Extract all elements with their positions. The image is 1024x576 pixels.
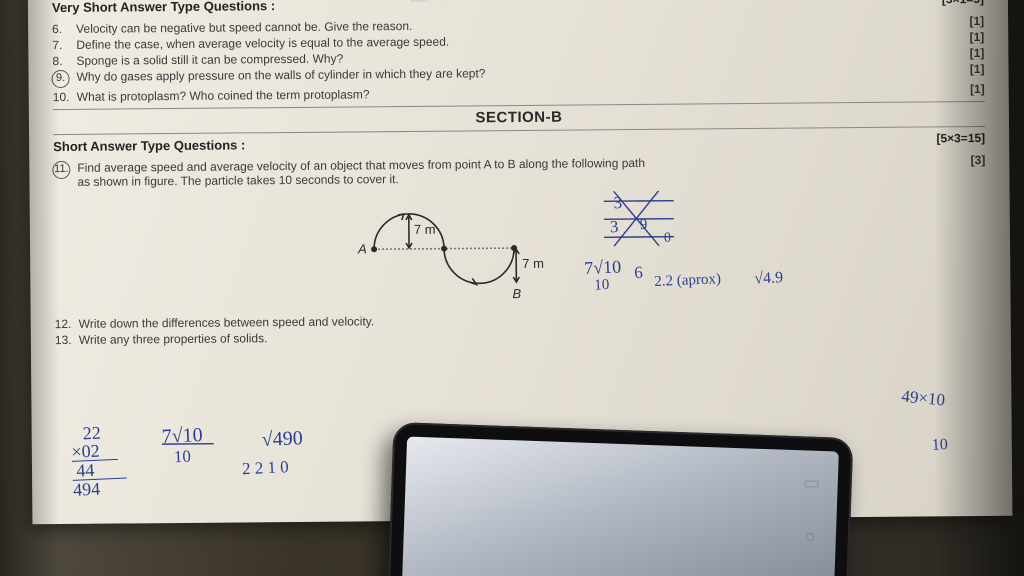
phone-nav-keys: ▭ ○ ◁ (798, 472, 822, 576)
scene: BYJU'S (3) Centromere Chromatin material… (0, 0, 1024, 576)
vsat-scheme: [5×1=5] (942, 0, 984, 6)
qmark: [1] (955, 82, 985, 96)
qnum: 9. (52, 70, 76, 88)
handwriting-column: 22 ×02 44 494 (70, 423, 127, 499)
qmark: [1] (954, 30, 984, 44)
handwriting: 10 (594, 277, 610, 295)
qmark: [1] (954, 46, 984, 60)
circled-num: 9. (51, 70, 69, 88)
qnum: 6. (52, 22, 76, 36)
qnum: 8. (52, 54, 76, 68)
qtext: Find average speed and average velocity … (77, 153, 955, 189)
handwriting: 10 (931, 436, 948, 455)
path-figure: 7 m 7 m A B (344, 188, 575, 310)
qnum: 13. (55, 333, 79, 347)
sat-heading: Short Answer Type Questions : [5×3=15] (53, 131, 985, 154)
hw: 44 (72, 460, 127, 480)
frac-line (162, 443, 222, 446)
sat-heading-text: Short Answer Type Questions : (53, 137, 245, 154)
smartphone: ▭ ○ ◁ (387, 422, 854, 576)
sat-scheme: [5×3=15] (936, 131, 985, 145)
handwriting: 10 (173, 447, 191, 468)
vsat-heading-text: Very Short Answer Type Questions : (52, 0, 275, 15)
qmark: [1] (954, 14, 984, 28)
nav-recent-icon[interactable]: ▭ (801, 472, 822, 493)
vsat-list: 6. Velocity can be negative but speed ca… (52, 13, 985, 105)
handwriting: √490 (261, 427, 303, 452)
handwriting: 2.2 (aprox) (654, 271, 721, 291)
handwriting: 2 2 1 0 (242, 457, 290, 479)
handwriting: 49×10 (901, 386, 946, 410)
strike-lines (604, 190, 725, 261)
figure-area: 7 m 7 m A B 3 3 9 0 7√10 10 6 2.2 (aprox… (54, 184, 987, 312)
handwriting: √4.9 (754, 269, 784, 288)
circled-num: 11. (52, 161, 70, 179)
qnum: 10. (53, 90, 77, 104)
label-7m-right: 7 m (522, 256, 544, 271)
label-7m-top: 7 m (414, 222, 436, 237)
qnum: 12. (55, 317, 79, 331)
label-B: B (512, 286, 521, 301)
hw: 494 (73, 478, 128, 498)
handwriting: 6 (634, 263, 643, 283)
qnum: 7. (52, 38, 76, 52)
vsat-heading: Very Short Answer Type Questions : [5×1=… (52, 0, 984, 15)
sat-list-2: 12. Write down the differences between s… (55, 308, 987, 348)
q11-line2: as shown in figure. The particle takes 1… (77, 172, 398, 189)
nav-home-icon[interactable]: ○ (800, 526, 821, 547)
handwriting: 7√10 (161, 424, 203, 449)
qmark: [3] (955, 153, 985, 167)
qmark: [1] (954, 62, 984, 76)
label-A: A (357, 241, 367, 256)
qnum: 11. (53, 161, 77, 179)
hw: ×02 (71, 441, 126, 461)
